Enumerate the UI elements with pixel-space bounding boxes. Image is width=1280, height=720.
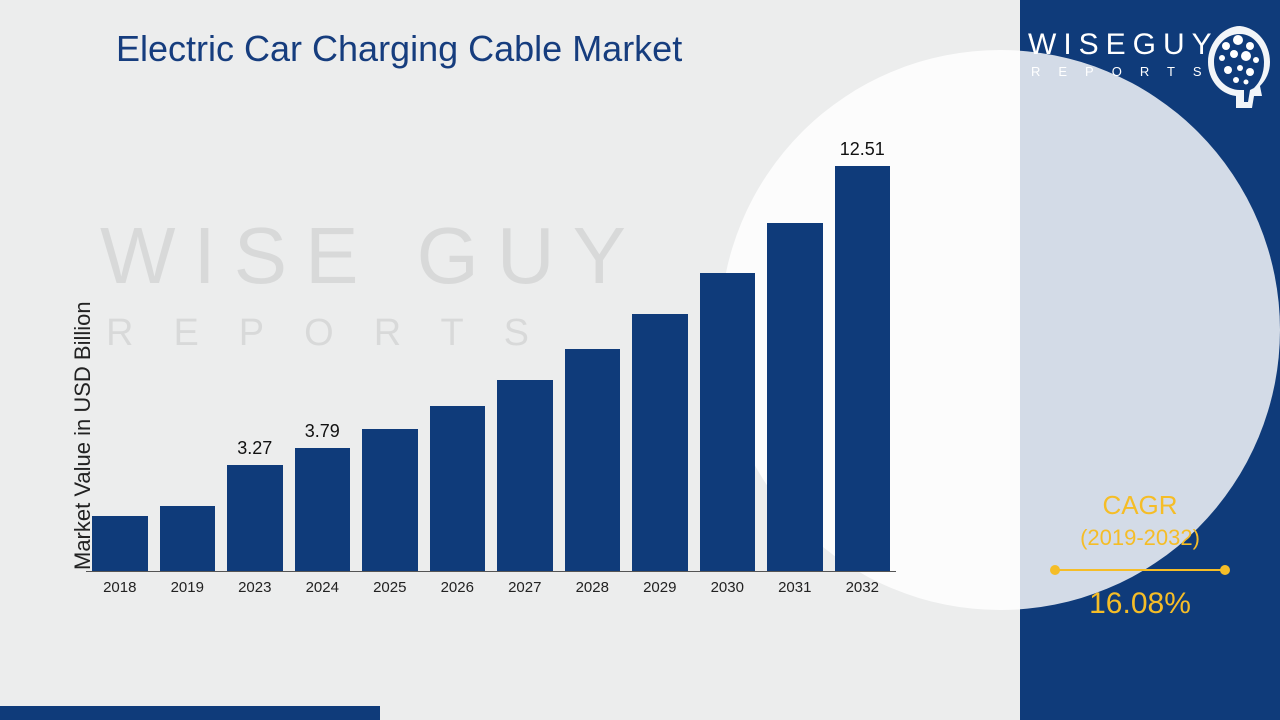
- x-axis-tick-label: 2031: [761, 579, 829, 596]
- bar-slot: 3.79: [289, 150, 357, 571]
- page-title: Electric Car Charging Cable Market: [116, 28, 682, 70]
- bottom-accent-bar: [0, 706, 380, 720]
- cagr-value: 16.08%: [1040, 587, 1240, 621]
- bar: [295, 448, 351, 571]
- x-axis-tick-label: 2030: [694, 579, 762, 596]
- x-axis-line: [86, 571, 896, 572]
- bar: [497, 380, 553, 571]
- bar-slot: [626, 150, 694, 571]
- cagr-box: CAGR (2019-2032) 16.08%: [1040, 490, 1240, 621]
- bar: [92, 516, 148, 571]
- brand-head-icon: [1200, 24, 1272, 114]
- x-axis-tick-label: 2024: [289, 579, 357, 596]
- bar-value-label: 3.27: [221, 438, 289, 459]
- x-axis-tick-label: 2026: [424, 579, 492, 596]
- bar-slot: [424, 150, 492, 571]
- x-axis-tick-label: 2028: [559, 579, 627, 596]
- brand-logo-line2: REPORTS: [1028, 64, 1220, 79]
- x-axis-tick-label: 2032: [829, 579, 897, 596]
- bar: [430, 406, 486, 571]
- bar-slot: [694, 150, 762, 571]
- bar: [227, 465, 283, 571]
- bar: [632, 314, 688, 571]
- x-axis-tick-label: 2029: [626, 579, 694, 596]
- bar-slot: [356, 150, 424, 571]
- bar-slot: [154, 150, 222, 571]
- cagr-divider: [1055, 569, 1225, 571]
- canvas: WISE GUY REPORTS Electric Car Charging C…: [0, 0, 1280, 720]
- cagr-title: CAGR: [1040, 490, 1240, 521]
- bar-slot: [559, 150, 627, 571]
- x-axis-tick-label: 2018: [86, 579, 154, 596]
- bar-slot: [86, 150, 154, 571]
- bar: [160, 506, 216, 571]
- bar-value-label: 3.79: [289, 421, 357, 442]
- brand-logo: WISEGUY REPORTS: [1028, 30, 1220, 79]
- bar-slot: 3.27: [221, 150, 289, 571]
- bar: [767, 223, 823, 571]
- brand-logo-line1: WISEGUY: [1028, 30, 1220, 60]
- bar-value-label: 12.51: [829, 139, 897, 160]
- x-axis-tick-label: 2023: [221, 579, 289, 596]
- cagr-range: (2019-2032): [1040, 525, 1240, 551]
- bar-slot: [761, 150, 829, 571]
- bars-container: 3.273.79 12.51: [86, 150, 896, 571]
- x-axis-tick-label: 2019: [154, 579, 222, 596]
- bar-slot: 12.51: [829, 150, 897, 571]
- bar: [835, 166, 891, 571]
- x-axis-tick-label: 2027: [491, 579, 559, 596]
- x-axis-tick-label: 2025: [356, 579, 424, 596]
- bar-slot: [491, 150, 559, 571]
- bar: [565, 349, 621, 571]
- bar: [362, 429, 418, 571]
- bar-chart: 3.273.7912.51 20182019202320242025202620…: [86, 150, 896, 600]
- bar: [700, 273, 756, 571]
